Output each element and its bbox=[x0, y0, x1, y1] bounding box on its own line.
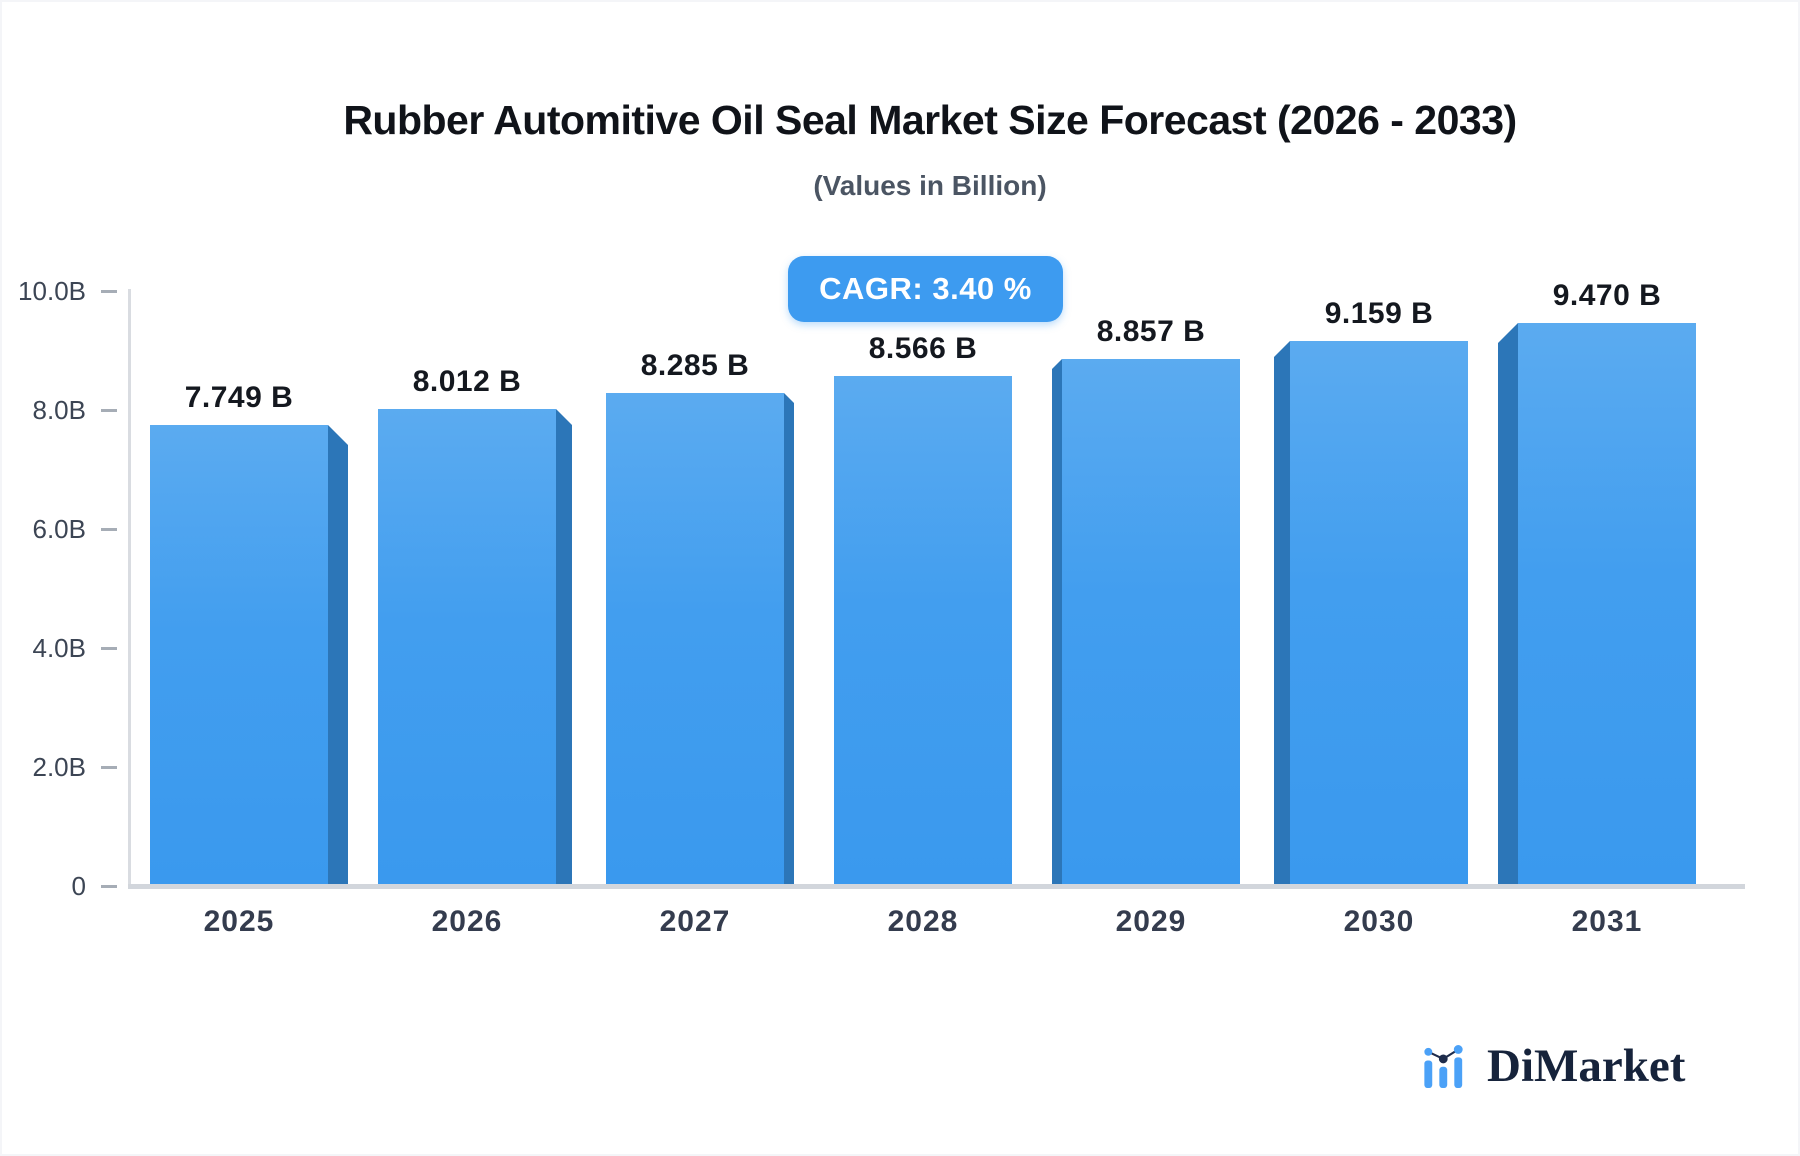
y-tick-label: 4.0B bbox=[32, 633, 87, 663]
bar[interactable] bbox=[1518, 323, 1696, 884]
bar[interactable] bbox=[834, 376, 1012, 884]
bar-value-label: 7.749 B bbox=[184, 381, 294, 414]
bar[interactable] bbox=[1062, 359, 1240, 884]
x-axis-label: 2026 bbox=[431, 905, 503, 938]
y-tick-mark bbox=[101, 409, 117, 412]
cagr-badge-label: CAGR: 3.40 % bbox=[819, 271, 1032, 306]
bar[interactable] bbox=[378, 409, 556, 884]
bar-side bbox=[1498, 323, 1518, 884]
bar-side bbox=[328, 425, 348, 884]
x-axis-label: 2030 bbox=[1343, 905, 1415, 938]
y-axis-line bbox=[128, 289, 131, 886]
brand-logo: DiMarket bbox=[1422, 1040, 1685, 1092]
y-tick-mark bbox=[101, 528, 117, 531]
bar-value-label: 8.566 B bbox=[868, 332, 978, 365]
y-tick-mark bbox=[101, 885, 117, 888]
y-tick-label: 0 bbox=[71, 871, 86, 901]
bar-value-label: 8.285 B bbox=[640, 349, 750, 382]
y-tick-label: 2.0B bbox=[32, 752, 87, 782]
bar-side bbox=[556, 409, 572, 884]
bar-side bbox=[784, 393, 794, 884]
y-tick-label: 6.0B bbox=[32, 514, 87, 544]
bar-value-label: 9.470 B bbox=[1552, 279, 1662, 312]
x-axis-label: 2029 bbox=[1115, 905, 1187, 938]
page-title: Rubber Automitive Oil Seal Market Size F… bbox=[343, 97, 1517, 143]
bar-value-label: 8.857 B bbox=[1096, 315, 1206, 348]
bar-side bbox=[1274, 341, 1290, 884]
bar-value-label: 9.159 B bbox=[1324, 297, 1434, 330]
bar[interactable] bbox=[150, 425, 328, 884]
y-tick-mark bbox=[101, 647, 117, 650]
y-tick-label: 10.0B bbox=[18, 276, 86, 306]
bar-chart-logo-icon bbox=[1422, 1043, 1474, 1089]
bar[interactable] bbox=[606, 393, 784, 884]
x-axis-label: 2025 bbox=[203, 905, 275, 938]
x-axis-line bbox=[128, 884, 1745, 889]
x-axis-label: 2031 bbox=[1571, 905, 1643, 938]
bar-side bbox=[1052, 359, 1062, 884]
y-tick-mark bbox=[101, 290, 117, 293]
y-tick-label: 8.0B bbox=[32, 395, 87, 425]
bar[interactable] bbox=[1290, 341, 1468, 884]
cagr-badge: CAGR: 3.40 % bbox=[788, 256, 1063, 322]
brand-name: DiMarket bbox=[1487, 1040, 1686, 1092]
bar-value-label: 8.012 B bbox=[412, 365, 522, 398]
y-tick-mark bbox=[101, 766, 117, 769]
x-axis-label: 2027 bbox=[659, 905, 731, 938]
page-subtitle: (Values in Billion) bbox=[813, 170, 1047, 201]
x-axis-label: 2028 bbox=[887, 905, 959, 938]
